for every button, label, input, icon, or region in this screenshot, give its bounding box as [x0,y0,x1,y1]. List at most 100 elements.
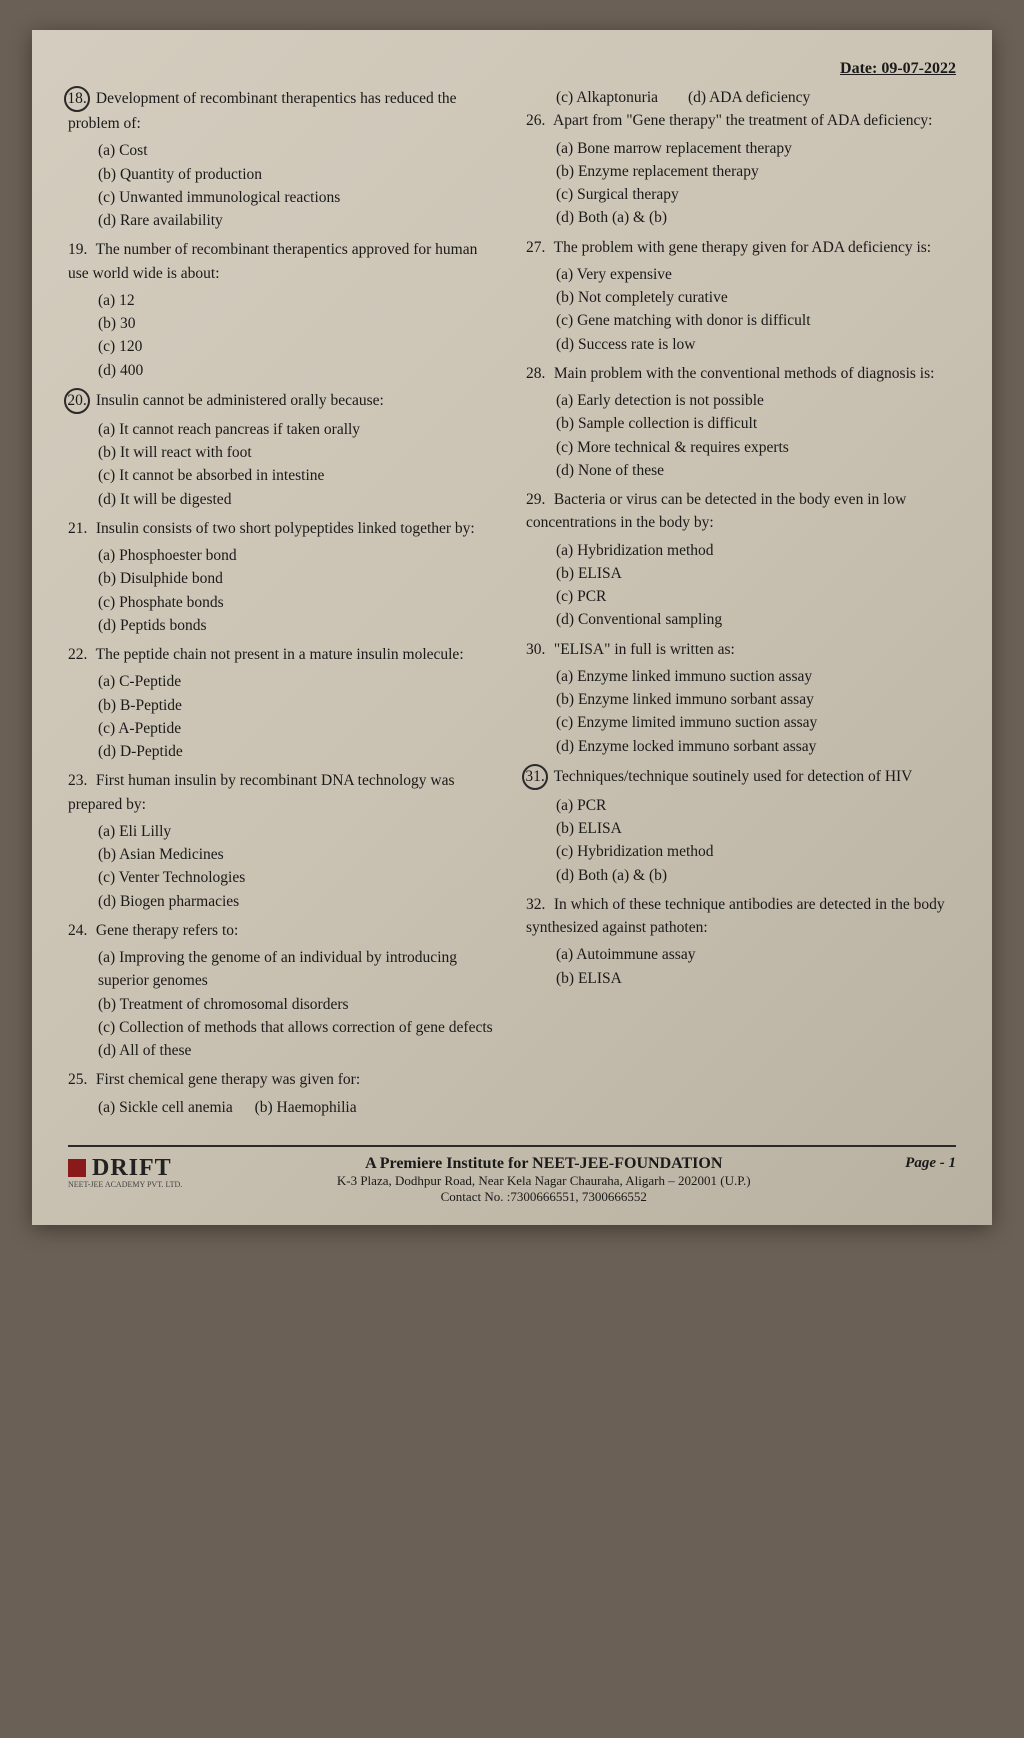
q28-opt-a: (a) Early detection is not possible [556,389,956,412]
q24-opt-b: (b) Treatment of chromosomal disorders [98,993,498,1016]
right-column: (c) Alkaptonuria (d) ADA deficiency 26. … [526,86,956,1125]
q31-options: (a) PCR (b) ELISA (c) Hybridization meth… [556,794,956,887]
q19-text: The number of recombinant therapentics a… [68,241,477,281]
q25-opt-b: (b) Haemophilia [255,1096,357,1119]
q29-opt-a: (a) Hybridization method [556,539,956,562]
q18-opt-d: (d) Rare availability [98,209,498,232]
q21-number: 21. [68,517,92,540]
question-24: 24. Gene therapy refers to: [68,919,498,942]
brand-name: DRIFT [92,1155,172,1182]
q24-text: Gene therapy refers to: [96,922,238,939]
q21-opt-c: (c) Phosphate bonds [98,591,498,614]
question-19: 19. The number of recombinant therapenti… [68,238,498,285]
q22-opt-c: (c) A-Peptide [98,717,498,740]
q30-opt-c: (c) Enzyme limited immuno suction assay [556,711,956,734]
q31-opt-b: (b) ELISA [556,817,956,840]
question-18: 18. Development of recombinant therapent… [68,86,498,135]
footer-brand-block: DRIFT NEET-JEE ACADEMY PVT. LTD. [68,1155,182,1189]
q27-options: (a) Very expensive (b) Not completely cu… [556,263,956,356]
q27-number: 27. [526,236,550,259]
q27-text: The problem with gene therapy given for … [554,239,932,256]
q20-text: Insulin cannot be administered orally be… [96,392,384,409]
q19-opt-b: (b) 30 [98,312,498,335]
q31-opt-c: (c) Hybridization method [556,840,956,863]
page-number: Page - 1 [905,1155,956,1172]
q23-opt-c: (c) Venter Technologies [98,866,498,889]
q25-number: 25. [68,1068,92,1091]
date-line: Date: 09-07-2022 [68,60,956,78]
logo-icon [68,1159,86,1177]
q18-number: 18. [64,86,90,112]
q21-options: (a) Phosphoester bond (b) Disulphide bon… [98,544,498,637]
q21-text: Insulin consists of two short polypeptid… [96,520,475,537]
q21-opt-d: (d) Peptids bonds [98,614,498,637]
q28-options: (a) Early detection is not possible (b) … [556,389,956,482]
q26-opt-a: (a) Bone marrow replacement therapy [556,137,956,160]
question-26: 26. Apart from "Gene therapy" the treatm… [526,109,956,132]
q19-number: 19. [68,238,92,261]
q32-opt-a: (a) Autoimmune assay [556,943,956,966]
question-31: 31. Techniques/technique soutinely used … [526,764,956,790]
q19-options: (a) 12 (b) 30 (c) 120 (d) 400 [98,289,498,382]
q20-opt-a: (a) It cannot reach pancreas if taken or… [98,418,498,441]
q23-number: 23. [68,769,92,792]
q31-opt-a: (a) PCR [556,794,956,817]
q18-opt-c: (c) Unwanted immunological reactions [98,186,498,209]
q28-text: Main problem with the conventional metho… [554,365,935,382]
q21-opt-a: (a) Phosphoester bond [98,544,498,567]
q26-opt-c: (c) Surgical therapy [556,183,956,206]
q19-opt-c: (c) 120 [98,335,498,358]
q30-opt-d: (d) Enzyme locked immuno sorbant assay [556,735,956,758]
q20-options: (a) It cannot reach pancreas if taken or… [98,418,498,511]
q24-opt-c: (c) Collection of methods that allows co… [98,1016,498,1039]
q18-options: (a) Cost (b) Quantity of production (c) … [98,139,498,232]
q26-number: 26. [526,109,550,132]
q23-text: First human insulin by recombinant DNA t… [68,772,455,812]
question-28: 28. Main problem with the conventional m… [526,362,956,385]
q31-number: 31. [522,764,548,790]
q24-opt-a: (a) Improving the genome of an individua… [98,946,498,993]
q29-opt-c: (c) PCR [556,585,956,608]
q24-number: 24. [68,919,92,942]
q25-text: First chemical gene therapy was given fo… [96,1071,360,1088]
q24-options: (a) Improving the genome of an individua… [98,946,498,1062]
q30-opt-a: (a) Enzyme linked immuno suction assay [556,665,956,688]
q30-number: 30. [526,638,550,661]
q32-text: In which of these technique antibodies a… [526,896,945,936]
q27-opt-b: (b) Not completely curative [556,286,956,309]
q23-options: (a) Eli Lilly (b) Asian Medicines (c) Ve… [98,820,498,913]
question-23: 23. First human insulin by recombinant D… [68,769,498,816]
q31-opt-d: (d) Both (a) & (b) [556,864,956,887]
q26-options: (a) Bone marrow replacement therapy (b) … [556,137,956,230]
content-columns: 18. Development of recombinant therapent… [68,86,956,1125]
q27-opt-c: (c) Gene matching with donor is difficul… [556,309,956,332]
q19-opt-d: (d) 400 [98,359,498,382]
q30-options: (a) Enzyme linked immuno suction assay (… [556,665,956,758]
q18-opt-b: (b) Quantity of production [98,163,498,186]
question-21: 21. Insulin consists of two short polype… [68,517,498,540]
q18-text: Development of recombinant therapentics … [68,90,457,132]
q32-options: (a) Autoimmune assay (b) ELISA [556,943,956,990]
footer-address: K-3 Plaza, Dodhpur Road, Near Kela Nagar… [202,1173,885,1189]
q25-opt-a: (a) Sickle cell anemia [98,1096,233,1119]
q25-options-right: (c) Alkaptonuria (d) ADA deficiency [556,86,956,109]
q29-number: 29. [526,488,550,511]
question-20: 20. Insulin cannot be administered orall… [68,388,498,414]
question-27: 27. The problem with gene therapy given … [526,236,956,259]
q25-opt-d: (d) ADA deficiency [688,86,810,109]
q23-opt-a: (a) Eli Lilly [98,820,498,843]
q26-opt-d: (d) Both (a) & (b) [556,206,956,229]
page-footer: DRIFT NEET-JEE ACADEMY PVT. LTD. A Premi… [68,1145,956,1205]
q20-opt-c: (c) It cannot be absorbed in intestine [98,464,498,487]
q30-opt-b: (b) Enzyme linked immuno sorbant assay [556,688,956,711]
q27-opt-d: (d) Success rate is low [556,333,956,356]
footer-center: A Premiere Institute for NEET-JEE-FOUNDA… [202,1155,885,1205]
q32-opt-b: (b) ELISA [556,967,956,990]
q26-text: Apart from "Gene therapy" the treatment … [553,112,932,129]
q27-opt-a: (a) Very expensive [556,263,956,286]
question-29: 29. Bacteria or virus can be detected in… [526,488,956,535]
question-32: 32. In which of these technique antibodi… [526,893,956,940]
q23-opt-b: (b) Asian Medicines [98,843,498,866]
q31-text: Techniques/technique soutinely used for … [554,768,913,785]
q25-options-left: (a) Sickle cell anemia (b) Haemophilia [98,1096,498,1119]
